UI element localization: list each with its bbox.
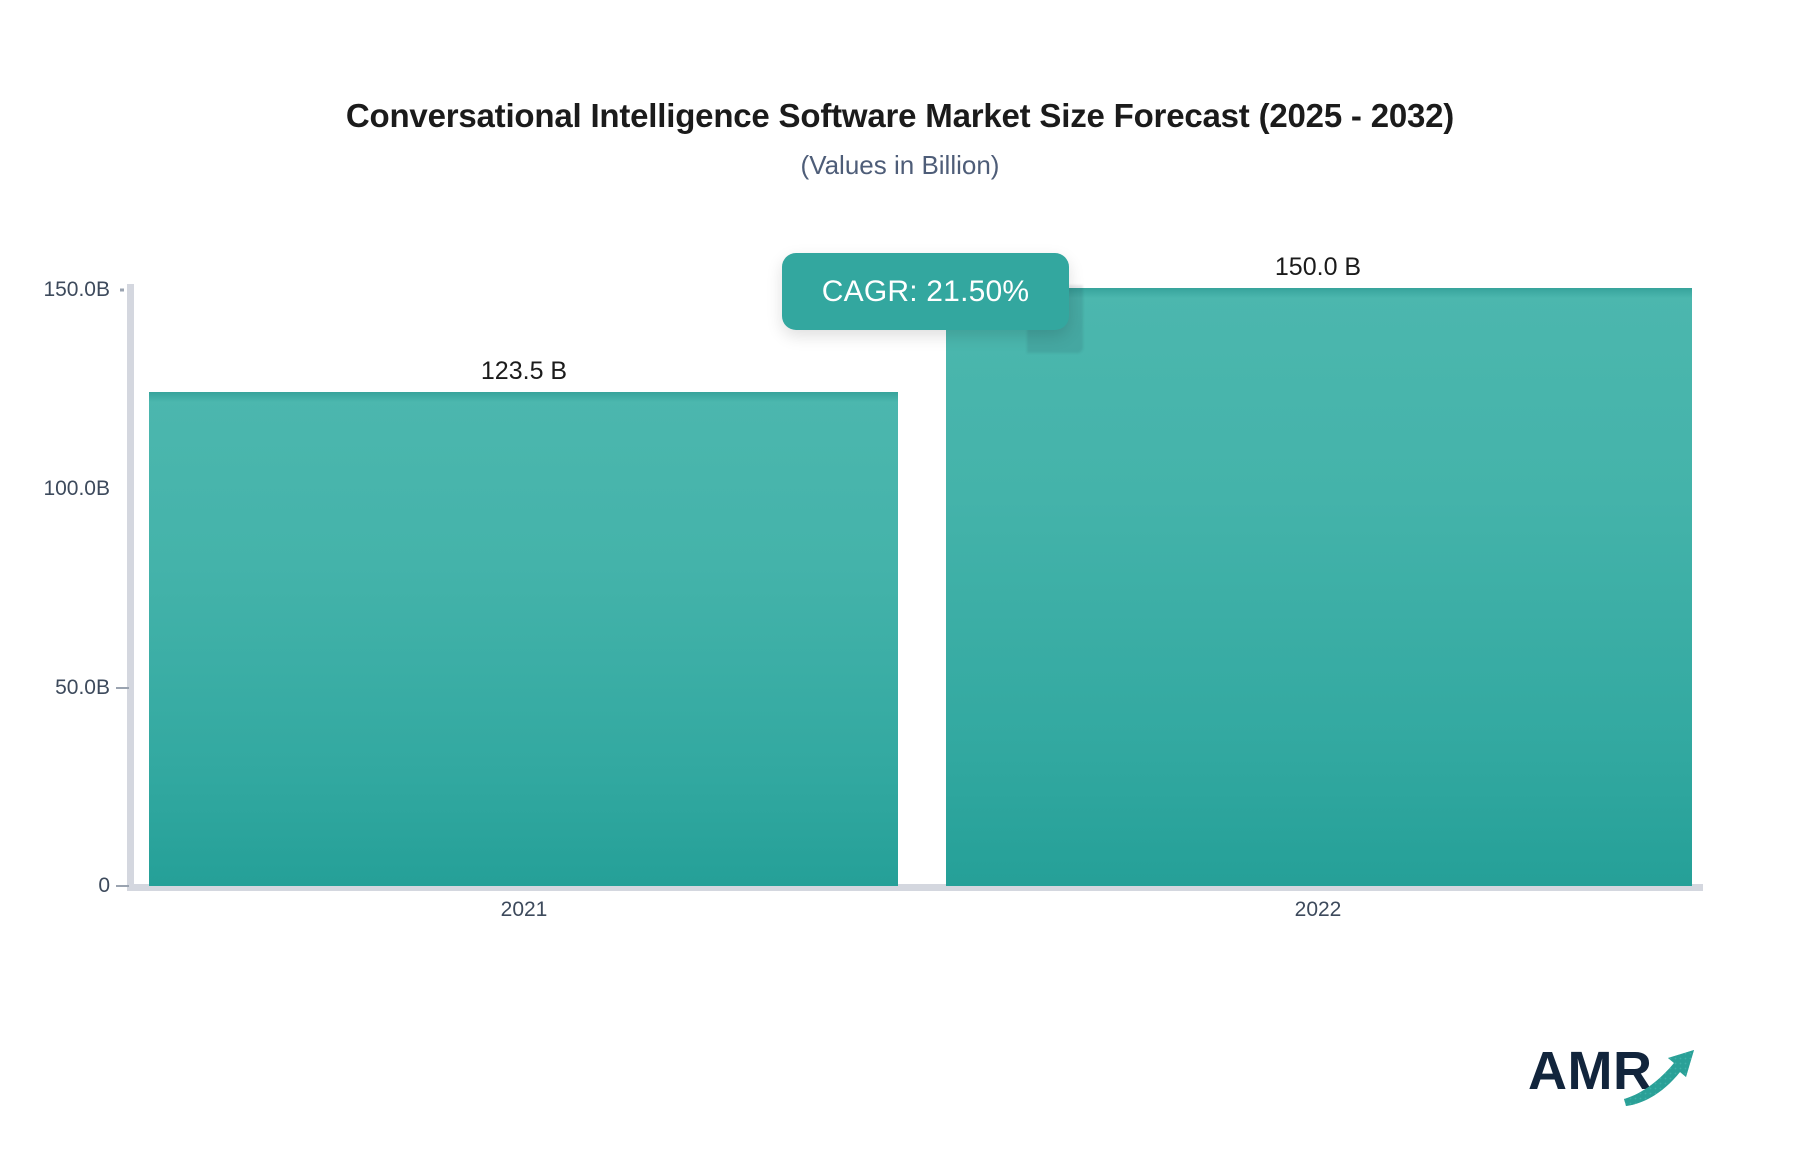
- page-title: Conversational Intelligence Software Mar…: [345, 97, 1455, 134]
- chart-header: Conversational Intelligence Software Mar…: [0, 96, 1800, 181]
- growth-arrow-icon: [1624, 1050, 1694, 1106]
- bar-value-label-2022: 150.0 B: [1274, 253, 1362, 281]
- chart-subtitle: (Values in Billion): [800, 149, 1000, 180]
- y-tick-label-100: 100.0B: [43, 477, 110, 500]
- cagr-badge[interactable]: CAGR: 21.50%: [782, 253, 1069, 330]
- y-tick-label-0: 0: [98, 874, 110, 897]
- bar-2022[interactable]: [946, 288, 1692, 886]
- y-tick-mark-150: [120, 288, 124, 292]
- y-tick-label-150: 150.0B: [43, 278, 110, 301]
- cagr-badge-label: CAGR: 21.50%: [821, 274, 1030, 308]
- y-tick-label-50: 50.0B: [55, 676, 110, 699]
- y-tick-mark-0: [116, 885, 129, 887]
- bar-2021[interactable]: [149, 392, 898, 886]
- x-tick-label-2021: 2021: [500, 898, 548, 921]
- bar-value-label-2021: 123.5 B: [480, 357, 568, 385]
- x-tick-label-2022: 2022: [1294, 898, 1342, 921]
- y-axis-line: [127, 284, 134, 890]
- amr-logo: AMR: [1528, 1038, 1718, 1114]
- bar-top-sheen: [149, 392, 898, 402]
- y-tick-mark-50: [116, 687, 129, 689]
- amr-logo-text: AMR: [1528, 1041, 1653, 1101]
- x-axis-line: [127, 884, 1703, 891]
